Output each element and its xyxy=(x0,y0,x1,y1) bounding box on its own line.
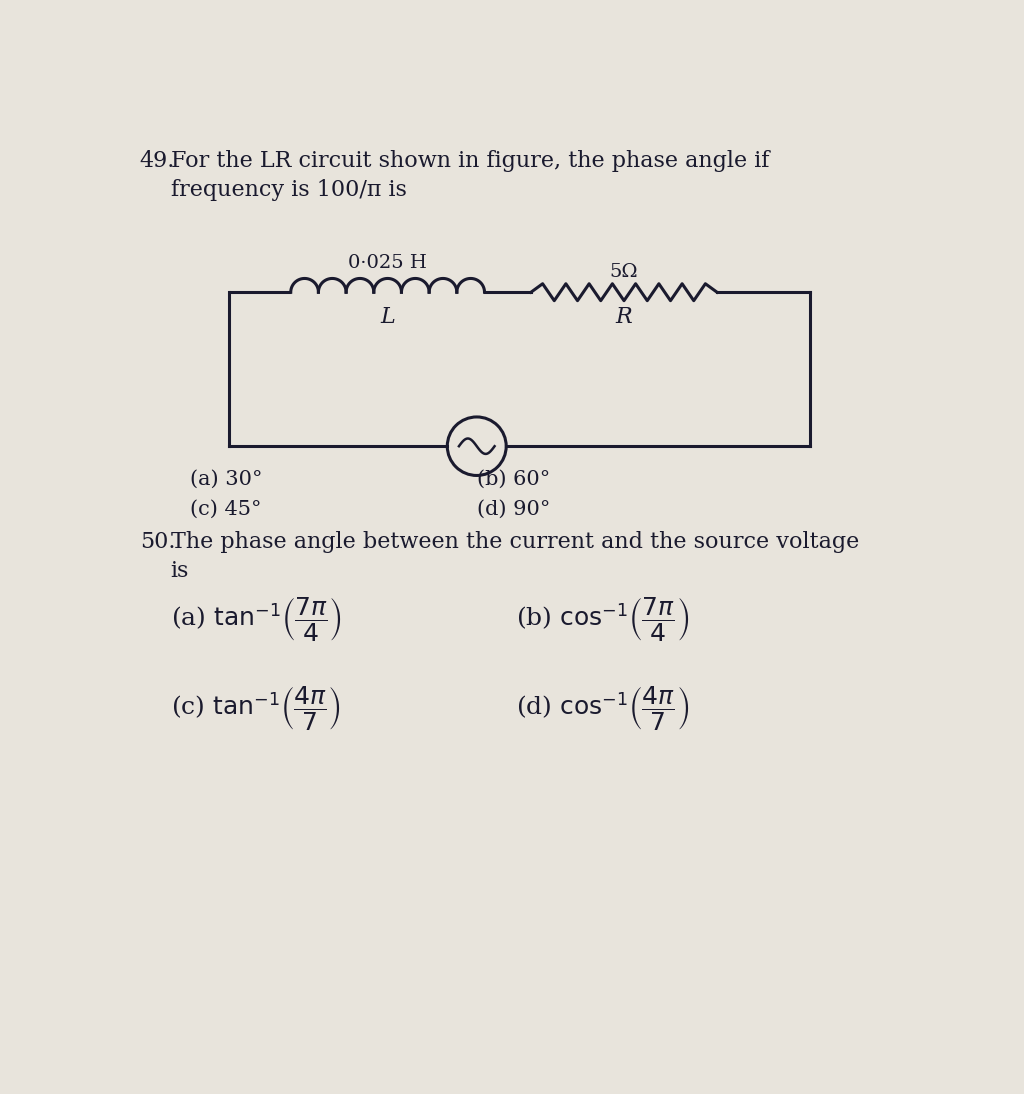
Text: R: R xyxy=(615,306,633,328)
Text: (b) 60°: (b) 60° xyxy=(477,469,550,488)
Text: (c) 45°: (c) 45° xyxy=(190,500,261,520)
Text: 0·025 H: 0·025 H xyxy=(348,254,427,272)
Text: (d) 90°: (d) 90° xyxy=(477,500,550,520)
Text: 5Ω: 5Ω xyxy=(609,263,638,281)
Text: 50.: 50. xyxy=(139,531,175,552)
Text: 49.: 49. xyxy=(139,150,175,172)
Text: (a) 30°: (a) 30° xyxy=(190,469,262,488)
Text: (a) $\tan^{-1}\!\left(\dfrac{7\pi}{4}\right)$: (a) $\tan^{-1}\!\left(\dfrac{7\pi}{4}\ri… xyxy=(171,595,342,643)
Text: (d) $\cos^{-1}\!\left(\dfrac{4\pi}{7}\right)$: (d) $\cos^{-1}\!\left(\dfrac{4\pi}{7}\ri… xyxy=(515,684,688,732)
Text: is: is xyxy=(171,560,189,582)
Text: (c) $\tan^{-1}\!\left(\dfrac{4\pi}{7}\right)$: (c) $\tan^{-1}\!\left(\dfrac{4\pi}{7}\ri… xyxy=(171,684,341,732)
Text: frequency is 100/π is: frequency is 100/π is xyxy=(171,179,407,201)
Text: (b) $\cos^{-1}\!\left(\dfrac{7\pi}{4}\right)$: (b) $\cos^{-1}\!\left(\dfrac{7\pi}{4}\ri… xyxy=(515,595,688,643)
Text: The phase angle between the current and the source voltage: The phase angle between the current and … xyxy=(171,531,859,552)
Text: For the LR circuit shown in figure, the phase angle if: For the LR circuit shown in figure, the … xyxy=(171,150,769,172)
Text: L: L xyxy=(380,306,395,328)
